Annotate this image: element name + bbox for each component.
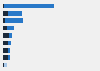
Bar bbox=[4, 4, 54, 8]
Bar bbox=[7, 26, 14, 30]
Bar bbox=[8, 41, 11, 45]
Bar bbox=[3, 33, 9, 38]
Bar bbox=[3, 26, 7, 30]
Bar bbox=[3, 55, 8, 60]
Bar bbox=[8, 48, 10, 53]
Bar bbox=[4, 63, 7, 67]
Bar bbox=[3, 48, 8, 53]
Bar bbox=[3, 18, 5, 23]
Bar bbox=[3, 63, 4, 67]
Bar bbox=[8, 55, 10, 60]
Bar bbox=[3, 4, 4, 8]
Bar bbox=[8, 11, 22, 16]
Bar bbox=[4, 63, 7, 67]
Bar bbox=[3, 11, 8, 16]
Bar bbox=[9, 33, 12, 38]
Bar bbox=[5, 18, 23, 23]
Bar bbox=[3, 41, 8, 45]
